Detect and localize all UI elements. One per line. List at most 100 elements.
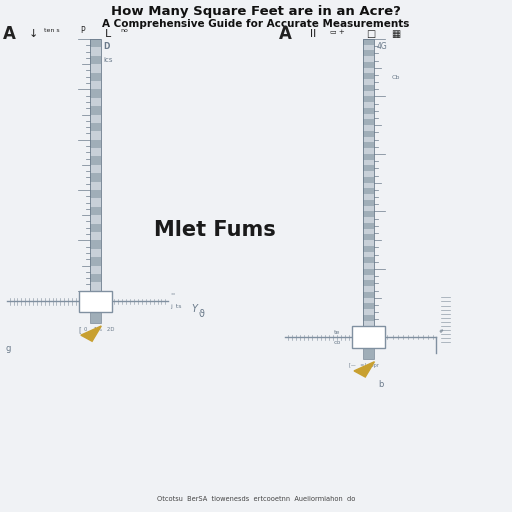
- Bar: [362, 39, 374, 45]
- Text: How Many Square Feet are in an Acre?: How Many Square Feet are in an Acre?: [111, 6, 401, 18]
- Bar: [362, 281, 374, 286]
- Bar: [362, 114, 374, 119]
- Bar: [90, 140, 101, 148]
- Bar: [362, 348, 374, 359]
- Text: A: A: [279, 25, 292, 43]
- Bar: [362, 96, 374, 102]
- Bar: [362, 119, 374, 125]
- Bar: [90, 39, 101, 48]
- Text: P: P: [80, 26, 84, 35]
- Bar: [362, 252, 374, 258]
- Text: ↓: ↓: [29, 29, 38, 39]
- Bar: [362, 171, 374, 177]
- Bar: [90, 274, 101, 282]
- Bar: [90, 56, 101, 64]
- Bar: [362, 154, 374, 160]
- Bar: [362, 91, 374, 96]
- Polygon shape: [354, 361, 374, 377]
- Bar: [90, 232, 101, 240]
- Bar: [362, 183, 374, 188]
- Text: j  ts: j ts: [170, 304, 182, 309]
- Text: b: b: [378, 380, 384, 389]
- Text: te: te: [334, 330, 340, 334]
- Bar: [362, 142, 374, 148]
- Bar: [362, 309, 374, 315]
- Bar: [90, 173, 101, 182]
- Bar: [362, 286, 374, 292]
- Bar: [362, 125, 374, 131]
- Bar: [362, 137, 374, 142]
- Bar: [362, 131, 374, 137]
- Text: Y: Y: [191, 304, 197, 314]
- Bar: [90, 131, 101, 140]
- Bar: [90, 199, 101, 207]
- Bar: [362, 45, 374, 51]
- Bar: [362, 217, 374, 223]
- Text: L: L: [105, 29, 112, 39]
- Text: A Comprehensive Guide for Accurate Measurements: A Comprehensive Guide for Accurate Measu…: [102, 18, 410, 29]
- Text: °°: °°: [170, 294, 176, 299]
- Text: 0    1%   2D: 0 1% 2D: [83, 328, 114, 332]
- Bar: [90, 257, 101, 266]
- Bar: [90, 73, 101, 81]
- Bar: [362, 79, 374, 85]
- Text: ll: ll: [310, 29, 316, 39]
- Text: ϑ: ϑ: [199, 309, 205, 319]
- Bar: [78, 291, 112, 312]
- Bar: [362, 165, 374, 171]
- Bar: [362, 160, 374, 165]
- Bar: [90, 115, 101, 123]
- Bar: [362, 188, 374, 194]
- Bar: [362, 62, 374, 68]
- Text: ics: ics: [103, 57, 113, 63]
- Text: Cb: Cb: [392, 75, 400, 80]
- Bar: [362, 292, 374, 297]
- Bar: [362, 321, 374, 327]
- Text: ten s: ten s: [44, 28, 60, 33]
- Bar: [90, 249, 101, 257]
- Text: [: [: [78, 327, 81, 333]
- Bar: [90, 106, 101, 115]
- Text: D: D: [103, 41, 110, 51]
- Bar: [362, 234, 374, 240]
- Bar: [362, 240, 374, 246]
- Text: 4G: 4G: [376, 41, 387, 51]
- Bar: [90, 312, 101, 324]
- Bar: [90, 89, 101, 98]
- Bar: [90, 224, 101, 232]
- Bar: [90, 282, 101, 291]
- Text: Otcotsu  BerSA  tiowenesds  ertcooetnn  Aueiiormiahon  do: Otcotsu BerSA tiowenesds ertcooetnn Auei…: [157, 496, 355, 502]
- Bar: [90, 123, 101, 131]
- Bar: [362, 206, 374, 211]
- Bar: [90, 157, 101, 165]
- Bar: [90, 48, 101, 56]
- Bar: [362, 85, 374, 91]
- Bar: [90, 190, 101, 199]
- Bar: [362, 223, 374, 229]
- Bar: [362, 211, 374, 217]
- Bar: [362, 269, 374, 275]
- Bar: [362, 102, 374, 108]
- Bar: [362, 263, 374, 269]
- Bar: [90, 39, 101, 291]
- Bar: [90, 240, 101, 249]
- Text: ▭ +: ▭ +: [330, 29, 345, 35]
- Bar: [90, 266, 101, 274]
- Bar: [362, 56, 374, 62]
- Bar: [362, 194, 374, 200]
- Bar: [90, 215, 101, 224]
- Text: [—   =|   opr: [— =| opr: [349, 362, 379, 368]
- Text: A: A: [3, 25, 16, 43]
- Bar: [362, 74, 374, 79]
- Bar: [362, 39, 374, 327]
- Bar: [362, 177, 374, 183]
- Bar: [90, 148, 101, 157]
- Text: Mlet Fums: Mlet Fums: [154, 221, 276, 241]
- Polygon shape: [81, 326, 101, 342]
- Bar: [362, 148, 374, 154]
- Bar: [90, 81, 101, 89]
- Bar: [90, 64, 101, 73]
- Text: □: □: [366, 29, 375, 39]
- Bar: [362, 258, 374, 263]
- Bar: [362, 68, 374, 74]
